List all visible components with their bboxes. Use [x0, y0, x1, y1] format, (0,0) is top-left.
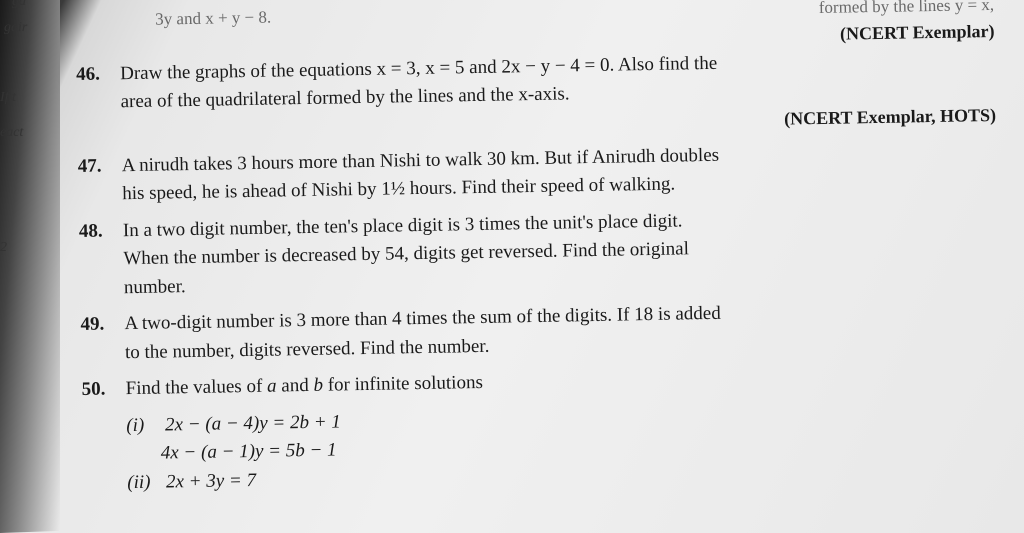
question-49: 49. A two-digit number is 3 more than 4 …	[80, 295, 1000, 368]
variable-a: a	[267, 376, 277, 397]
equation: 2x + 3y = 7	[166, 469, 256, 492]
question-number: 48.	[79, 217, 123, 246]
margin-fragment: 2	[0, 240, 7, 256]
question-text-line: In a two digit number, the ten's place d…	[123, 210, 683, 241]
equation: 2x − (a − 4)y = 2b + 1	[165, 411, 341, 435]
top-fragment-right: formed by the lines y = x,	[819, 0, 995, 21]
margin-fragment: gair	[4, 20, 27, 36]
question-text-line: Find the values of	[125, 376, 267, 399]
question-50: 50. Find the values of a and b for infin…	[81, 360, 1000, 405]
top-fragment-left: 3y and x + y − 8.	[155, 5, 271, 33]
question-text-line: to the number, digits reversed. Find the…	[125, 335, 490, 362]
question-text-line: for infinite solutions	[323, 372, 483, 396]
question-text-line: his speed, he is ahead of Nishi by 1½ ho…	[122, 174, 675, 205]
question-46: 46. Draw the graphs of the equations x =…	[76, 44, 996, 144]
question-text-line: When the number is decreased by 54, digi…	[123, 238, 689, 269]
margin-fragment: eact	[0, 125, 23, 141]
question-47: 47. A nirudh takes 3 hours more than Nis…	[78, 136, 998, 209]
question-number: 47.	[78, 152, 122, 181]
margin-fragment: If t	[0, 90, 16, 106]
question-text-line: A two-digit number is 3 more than 4 time…	[124, 303, 721, 334]
question-text-line: and	[276, 375, 313, 397]
question-text-line: number.	[124, 276, 186, 298]
sub-label: (i)	[126, 411, 160, 440]
sub-label: (ii)	[127, 468, 161, 497]
question-48: 48. In a two digit number, the ten's pla…	[79, 201, 999, 303]
question-number: 50.	[81, 375, 125, 404]
question-number: 49.	[80, 310, 124, 339]
question-text-line: area of the quadrilateral formed by the …	[120, 83, 569, 112]
question-number: 46.	[76, 60, 120, 89]
margin-fragment: ga	[12, 0, 26, 10]
question-text-line: A nirudh takes 3 hours more than Nishi t…	[122, 144, 720, 175]
page-content: 3y and x + y − 8. formed by the lines y …	[75, 0, 1002, 498]
